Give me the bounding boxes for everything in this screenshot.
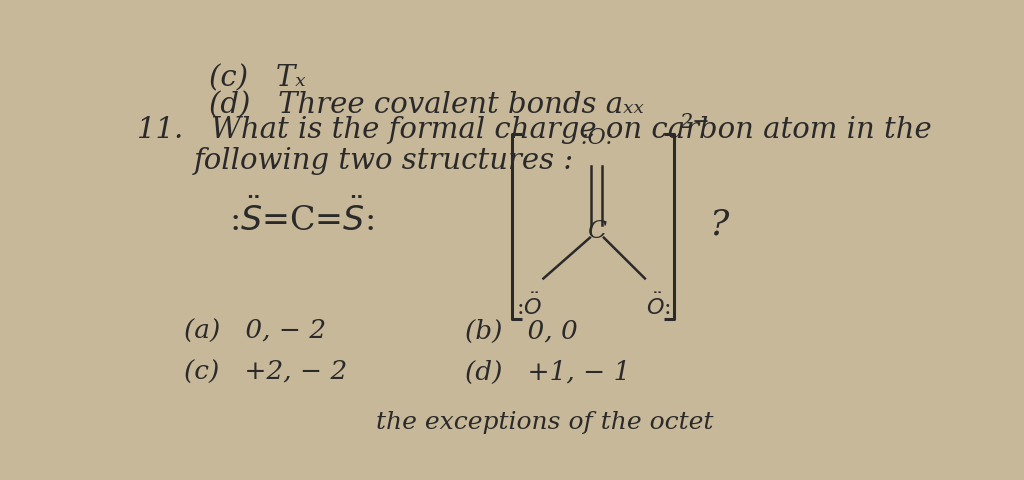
Text: :$\ddot{S}$=C=$\ddot{S}$:: :$\ddot{S}$=C=$\ddot{S}$: xyxy=(228,199,374,238)
Text: $\ddot{O}$:: $\ddot{O}$: xyxy=(646,293,672,319)
Text: following two structures :: following two structures : xyxy=(194,147,574,175)
Text: the exceptions of the octet: the exceptions of the octet xyxy=(376,410,714,433)
Text: ?: ? xyxy=(710,206,729,240)
Text: (c)   +2, − 2: (c) +2, − 2 xyxy=(183,360,347,384)
Text: (c)   Tₓ: (c) Tₓ xyxy=(209,64,306,93)
Text: C: C xyxy=(588,220,606,243)
Text: (d)   +1, − 1: (d) +1, − 1 xyxy=(465,360,631,384)
Text: (a)   0, − 2: (a) 0, − 2 xyxy=(183,318,326,343)
Text: 11.   What is the formal charge on carbon atom in the: 11. What is the formal charge on carbon … xyxy=(137,116,932,144)
Text: 2−: 2− xyxy=(679,113,710,132)
Text: :$\ddot{O}$: :$\ddot{O}$ xyxy=(516,293,543,319)
Text: :O:: :O: xyxy=(581,127,613,149)
Text: (d)   Three covalent bonds aₓₓ: (d) Three covalent bonds aₓₓ xyxy=(209,91,644,119)
Text: (b)   0, 0: (b) 0, 0 xyxy=(465,318,578,343)
